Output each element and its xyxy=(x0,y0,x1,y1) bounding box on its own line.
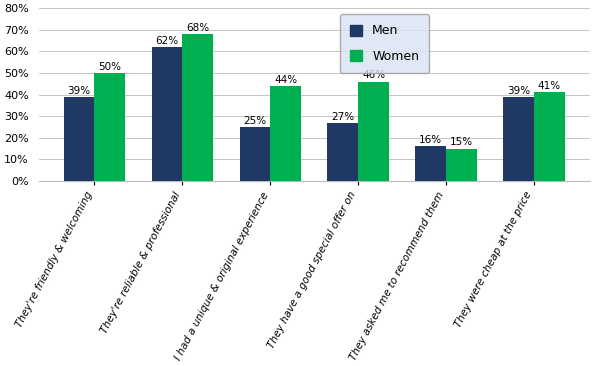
Bar xyxy=(327,123,358,181)
Bar xyxy=(151,47,182,181)
Text: 44%: 44% xyxy=(274,75,297,85)
Bar xyxy=(270,86,301,181)
Text: 27%: 27% xyxy=(331,112,355,122)
Bar xyxy=(358,82,389,181)
Text: 68%: 68% xyxy=(186,23,209,33)
Text: 39%: 39% xyxy=(507,86,530,96)
Text: 16%: 16% xyxy=(419,135,443,145)
Bar xyxy=(446,149,477,181)
Bar xyxy=(503,97,534,181)
Legend: Men, Women: Men, Women xyxy=(340,14,429,73)
Text: 46%: 46% xyxy=(362,71,385,81)
Bar xyxy=(94,73,125,181)
Bar xyxy=(239,127,270,181)
Bar xyxy=(64,97,94,181)
Text: 41%: 41% xyxy=(538,81,561,91)
Text: 25%: 25% xyxy=(244,116,267,126)
Text: 39%: 39% xyxy=(68,86,91,96)
Bar xyxy=(182,34,213,181)
Text: 50%: 50% xyxy=(99,62,121,72)
Text: 62%: 62% xyxy=(156,36,179,46)
Text: 15%: 15% xyxy=(450,138,473,147)
Bar xyxy=(415,146,446,181)
Bar xyxy=(534,92,565,181)
